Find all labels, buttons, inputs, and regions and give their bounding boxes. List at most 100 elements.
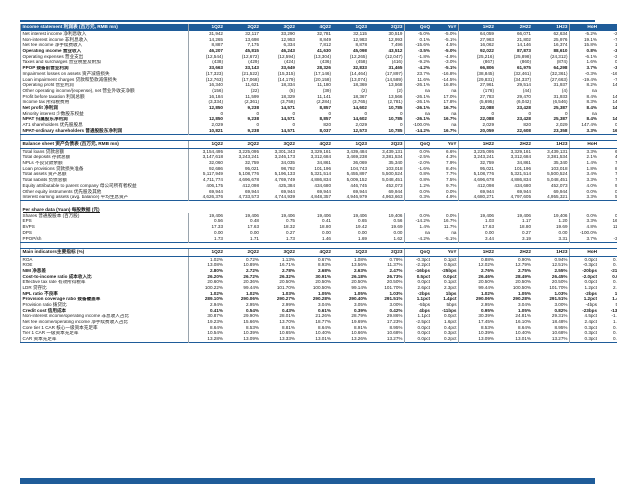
row-value: 2.76% [458,268,496,275]
row-value: 26.73% [386,274,403,279]
row-value: na [569,88,599,95]
row-value: 19,406 [244,213,259,218]
row-value: 18,329 [280,94,295,99]
row-value: (3,334) [188,99,225,106]
row-value: 13.09% [458,336,496,343]
column-header-1q22: 1Q22 [188,24,225,32]
row-value: 1.17 [522,218,531,224]
row-label: NPL ratio 不良率 [22,291,58,296]
row-value: 412,098 [458,183,496,189]
row-value: 0.27 [522,230,531,235]
row-value: 8,857 [319,105,332,110]
table-row: Non-interest income/operating income 非息收… [21,313,617,320]
row-value: 406,175 [188,183,225,189]
row-value: 3,243,241 [458,154,496,161]
row-value: 0.0% [599,122,617,128]
row-value: 28.01% [279,313,295,319]
row-label: Non-interest income/operating income 非息收… [22,313,129,319]
row-value: 2.55% [554,268,568,273]
row-label: ROA [22,256,33,262]
row-value: 1.6% [569,59,599,66]
row-value: na [451,122,457,128]
row-value: na [404,230,432,236]
row-value: 2.78% [281,268,295,273]
row-value: 32,759 [458,160,496,167]
row-value: 0.0pct [612,274,617,279]
row-value: 2.1% [569,154,599,161]
table-row: Loan impairment charges 贷款和垫款减值损失 (12,763… [21,76,617,83]
table-row: Credit cost 信用成本 0.41% 0.54% 0.43% 0.61% 0.39… [21,308,617,314]
row-value: 11,141 [317,94,331,99]
row-value: -2.2pct [404,262,432,269]
row-value: 18,369 [352,82,367,88]
row-value: 3.04% [517,302,531,308]
row-value: 0.0pct [569,279,599,286]
row-value: 0 [528,111,531,116]
column-header-2q23: 2Q23 [368,24,405,32]
row-value: 15.8% [569,42,599,49]
row-value: 29.31% [551,313,568,319]
row-value: 291.51% [549,296,568,302]
row-value: (17,897) [385,71,403,76]
row-value: 31,942 [188,31,225,38]
row-value: 0 [564,111,568,116]
row-value: 101.70% [276,285,295,290]
row-value: 0.43% [281,308,295,313]
row-value: 0.3pct [569,336,599,343]
table-row: Other equity instruments 优先股及其他 69,944 69,… [21,188,617,195]
row-value: 4,769,749 [274,177,295,183]
row-value: 1.73 [286,235,295,241]
row-value: 32,115 [353,31,367,37]
row-value: 14.9% [612,99,617,105]
row-value: 20.50% [551,279,568,285]
row-value: 10.39% [243,330,259,336]
column-header-hoh: HoH [569,247,599,257]
row-value: 4,696,678 [458,177,496,184]
row-value: 35,340 [553,160,568,166]
row-value: 4,626,376 [188,194,225,201]
row-value: 20.50% [351,279,367,285]
row-value: 0.8% [404,171,432,178]
row-value: (29,831) [458,76,496,83]
row-value: 14,571 [280,128,295,133]
table-row: Non-interest income 非利息收入 14,265 13,698 12,… [21,37,617,43]
row-value: 0 [292,122,295,128]
row-value: (3,758) [280,99,295,105]
column-header-2h22: 2H22 [495,247,533,257]
row-value: 0.42% [389,308,403,313]
row-value: na [451,230,457,235]
row-value: 4,680,271 [458,194,496,201]
row-label: Interest earning assets (avg. balance) 平… [22,194,129,200]
column-header-2q23: 2Q23 [368,139,405,150]
column-header-yoy: YoY [431,247,459,257]
row-value: 8.4% [569,116,599,123]
row-value: (14,589) [385,76,403,82]
row-value: 11.6% [404,76,432,83]
row-value: 0 [328,111,331,116]
row-value: 3.7% [569,65,599,72]
row-value: 16.7% [443,128,457,133]
row-value: 7.5% [599,178,617,184]
row-value: 10,821 [188,128,225,135]
row-value: 16.7% [443,105,457,110]
row-value: 64,298 [553,65,568,71]
row-value: 29,514 [516,82,531,88]
row-value: 12.02% [458,262,496,269]
row-value: -16bps [404,268,432,275]
row-value: 99.44% [458,285,496,292]
row-value: 14,146 [516,42,531,48]
row-value: -2.5pct [404,319,432,326]
row-value: 0.94% [554,256,568,262]
row-value: 0 [399,122,403,128]
row-value: 0.90% [517,256,531,262]
row-value: 5.9% [599,195,617,201]
row-value: 69,944 [388,188,403,194]
column-header-qoq: QoQ [404,24,432,32]
column-header-1q22: 1Q22 [188,247,225,257]
row-value: 0.1pct [443,256,457,262]
row-value: 21.26% [315,313,331,319]
row-value: 14,602 [352,116,367,122]
row-value: 100.22% [188,285,225,292]
row-value: 7,175 [247,42,260,48]
row-value: -5.0% [404,31,432,38]
